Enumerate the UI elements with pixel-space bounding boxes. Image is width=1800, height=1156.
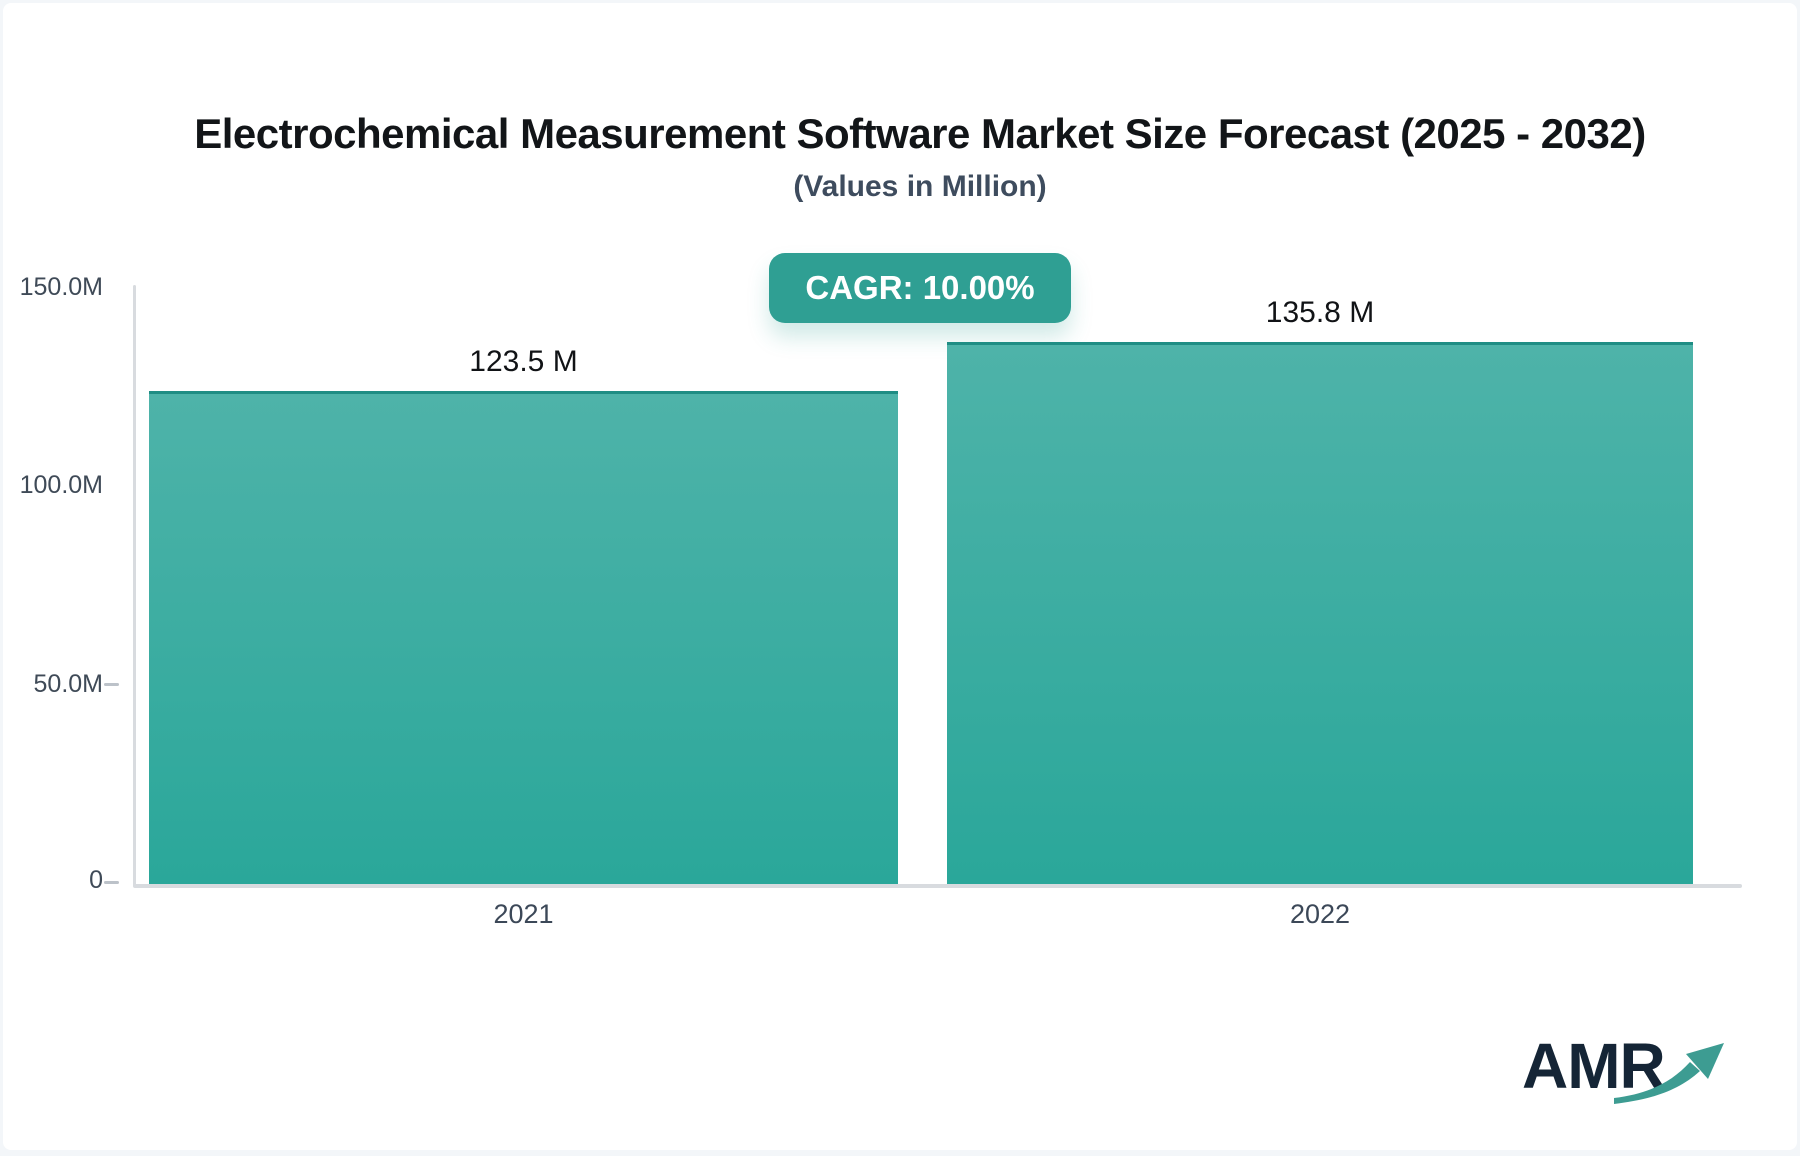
y-tick-label-0: 0 xyxy=(89,866,103,894)
bar-value-label-2022: 135.8 M xyxy=(1265,296,1375,329)
x-axis-label-2021: 2021 xyxy=(493,899,554,929)
bar-value-label-2021: 123.5 M xyxy=(469,345,578,378)
cagr-badge: CAGR: 10.00% xyxy=(769,253,1071,323)
x-axis-label-2022: 2022 xyxy=(1289,899,1351,929)
bar-2021 xyxy=(149,391,898,884)
amr-logo-text: AMR xyxy=(1522,1030,1666,1102)
x-axis-line xyxy=(133,884,1742,888)
cagr-badge-row: CAGR: 10.00% xyxy=(40,253,1800,323)
y-tick-label-150m: 150.0M xyxy=(19,273,103,301)
amr-logo: AMR xyxy=(1522,1030,1732,1120)
bar-group-2022: 135.8 M xyxy=(947,285,1693,884)
chart-title: Electrochemical Measurement Software Mar… xyxy=(194,110,1646,157)
amr-logo-arrow-icon xyxy=(1614,1043,1724,1104)
chart-subtitle: (Values in Million) xyxy=(793,170,1047,203)
y-tick-mark-0 xyxy=(104,881,119,884)
plot-area: 123.5 M 135.8 M xyxy=(0,285,1800,884)
y-tick-label-50m: 50.0M xyxy=(33,670,103,698)
y-tick-mark-50m xyxy=(104,683,119,686)
y-tick-label-100m: 100.0M xyxy=(19,471,103,499)
y-axis-line xyxy=(133,285,136,887)
bar-2022 xyxy=(947,342,1693,884)
bar-group-2021: 123.5 M xyxy=(149,285,898,884)
